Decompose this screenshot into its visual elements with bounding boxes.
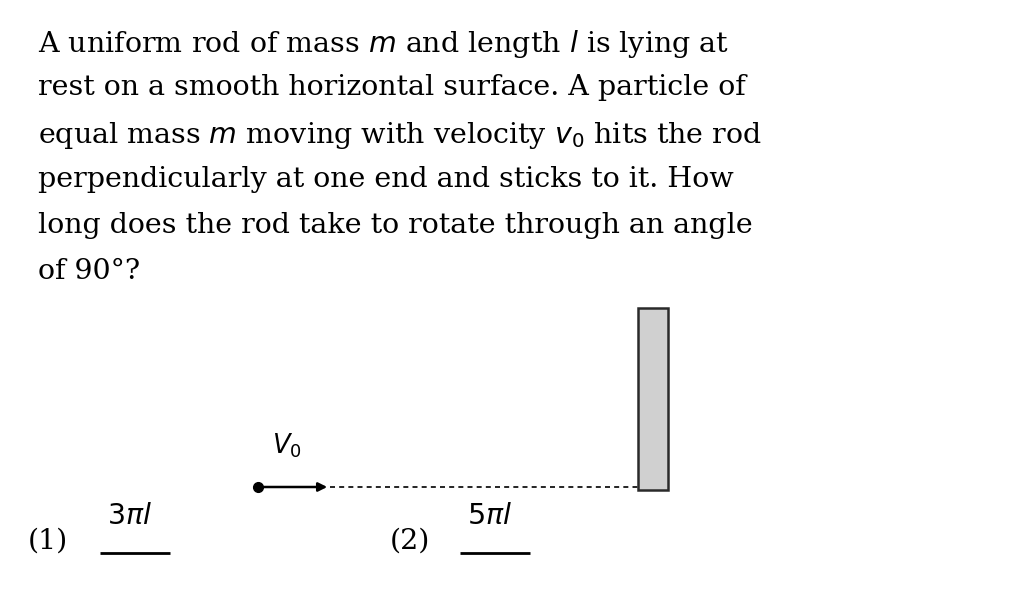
Text: $5\pi l$: $5\pi l$ (468, 503, 513, 530)
Text: perpendicularly at one end and sticks to it. How: perpendicularly at one end and sticks to… (38, 166, 734, 193)
Text: equal mass $m$ moving with velocity $v_0$ hits the rod: equal mass $m$ moving with velocity $v_0… (38, 120, 762, 151)
Text: A uniform rod of mass $m$ and length $l$ is lying at: A uniform rod of mass $m$ and length $l$… (38, 28, 729, 60)
Text: of 90°?: of 90°? (38, 258, 140, 285)
Text: (2): (2) (390, 528, 430, 555)
Text: $V_0$: $V_0$ (272, 431, 302, 460)
Text: rest on a smooth horizontal surface. A particle of: rest on a smooth horizontal surface. A p… (38, 74, 745, 101)
Text: $3\pi l$: $3\pi l$ (108, 503, 153, 530)
Bar (638, 308, 668, 490)
Text: long does the rod take to rotate through an angle: long does the rod take to rotate through… (38, 212, 753, 239)
Text: (1): (1) (28, 528, 69, 555)
